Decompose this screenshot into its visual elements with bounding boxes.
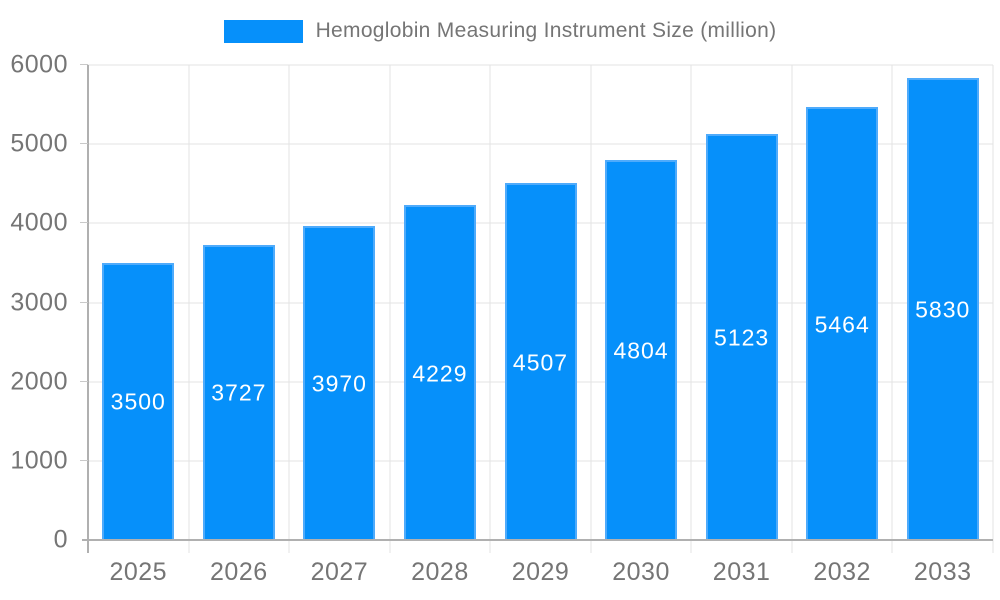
v-gridline <box>992 65 994 553</box>
bar-value-label: 4229 <box>412 360 468 387</box>
x-axis-line <box>82 539 993 541</box>
x-axis-label: 2027 <box>310 558 369 586</box>
bar[interactable]: 3727 <box>202 244 275 540</box>
x-axis-label: 2030 <box>612 558 670 586</box>
bar-value-label: 5123 <box>714 324 770 351</box>
v-gridline <box>188 65 190 553</box>
v-gridline <box>489 65 491 553</box>
x-axis: 2025 2026 2027 2028 2029 2030 2031 2032 2033 <box>88 540 993 600</box>
y-axis-tick-label: 6000 <box>10 50 68 79</box>
y-axis-tick-label: 1000 <box>10 446 68 475</box>
y-axis-tick <box>80 459 88 461</box>
bar[interactable]: 5464 <box>806 107 879 540</box>
y-axis-tick-label: 4000 <box>10 208 68 237</box>
plot-area: 3500 3727 3970 4229 4507 4804 5123 5464 5830 <box>88 64 994 553</box>
bar-value-label: 3727 <box>211 379 267 406</box>
h-gridline <box>88 64 993 66</box>
v-gridline <box>389 65 391 553</box>
y-axis-tick <box>80 380 88 382</box>
legend-swatch <box>223 19 303 43</box>
bar[interactable]: 5123 <box>705 134 778 540</box>
x-axis-label: 2032 <box>813 558 871 586</box>
bar[interactable]: 3970 <box>303 225 376 540</box>
v-gridline <box>590 65 592 553</box>
y-axis-tick-label: 5000 <box>10 129 68 158</box>
y-axis-tick <box>80 301 88 303</box>
y-axis-tick-label: 3000 <box>10 288 68 316</box>
x-axis-label: 2033 <box>913 558 972 586</box>
y-axis-line <box>87 65 89 553</box>
bar-value-label: 4804 <box>613 337 669 364</box>
y-axis-tick <box>80 143 88 145</box>
bar-value-label: 5464 <box>814 311 870 338</box>
legend[interactable]: Hemoglobin Measuring Instrument Size (mi… <box>0 19 1000 43</box>
v-gridline <box>891 65 893 553</box>
bar[interactable]: 5830 <box>906 78 979 540</box>
v-gridline <box>791 65 793 553</box>
bars-container: 3500 3727 3970 4229 4507 4804 5123 5464 5830 <box>88 65 993 540</box>
v-gridline <box>690 65 692 553</box>
bar-value-label: 3970 <box>311 370 367 397</box>
bar[interactable]: 4507 <box>504 183 577 540</box>
y-axis-tick-label: 2000 <box>10 367 68 396</box>
bar-value-label: 5830 <box>915 296 971 323</box>
x-axis-label: 2026 <box>210 558 268 586</box>
x-axis-label: 2025 <box>109 558 168 586</box>
legend-label: Hemoglobin Measuring Instrument Size (mi… <box>315 19 777 42</box>
bar-value-label: 3500 <box>110 388 166 415</box>
y-axis: 0 1000 2000 3000 4000 5000 6000 <box>0 52 88 552</box>
x-axis-label: 2028 <box>411 558 469 586</box>
h-gridline <box>88 143 993 145</box>
y-axis-tick <box>80 222 88 224</box>
bar[interactable]: 3500 <box>102 262 175 540</box>
bar-value-label: 4507 <box>512 349 569 376</box>
x-axis-label: 2029 <box>511 558 570 586</box>
bar[interactable]: 4804 <box>605 159 678 540</box>
v-gridline <box>288 65 290 553</box>
x-axis-label: 2031 <box>712 558 771 586</box>
bar[interactable]: 4229 <box>403 205 476 540</box>
y-axis-tick <box>80 64 88 65</box>
y-axis-tick-label: 0 <box>53 525 68 554</box>
